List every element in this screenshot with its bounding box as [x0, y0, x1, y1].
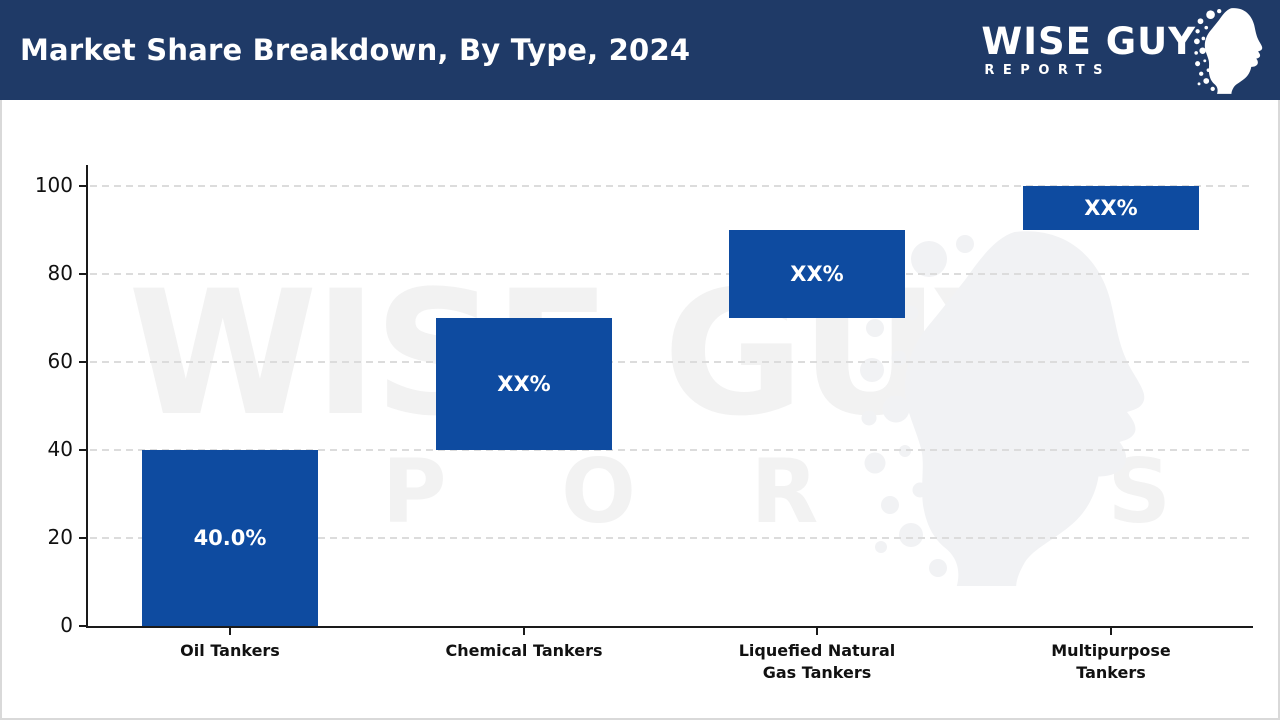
gridline — [90, 273, 1253, 275]
bar-segment: XX% — [1023, 186, 1199, 230]
bar-value-label: XX% — [497, 372, 551, 396]
bar-segment: 40.0% — [142, 450, 318, 626]
y-tick-label: 80 — [47, 261, 73, 285]
y-tick-mark — [79, 273, 88, 275]
x-tick-mark — [229, 627, 231, 635]
x-tick-mark — [523, 627, 525, 635]
category-label: Multipurpose Tankers — [1051, 641, 1171, 682]
gridline — [90, 361, 1253, 363]
y-tick-mark — [79, 361, 88, 363]
category-label: Liquefied Natural Gas Tankers — [738, 641, 896, 682]
bar-value-label: 40.0% — [193, 526, 267, 550]
bar-segment: XX% — [436, 318, 612, 450]
category-label: Oil Tankers — [180, 641, 280, 660]
logo-face-icon — [1194, 6, 1266, 94]
y-tick-label: 0 — [60, 613, 73, 637]
x-tick-mark — [1110, 627, 1112, 635]
y-tick-label: 100 — [34, 173, 73, 197]
logo-wordmark-line2: REPORTS — [984, 63, 1112, 78]
y-tick-mark — [79, 185, 88, 187]
logo-wordmark: WISE GUY REPORTS — [981, 23, 1196, 77]
gridline — [90, 537, 1253, 539]
y-tick-label: 60 — [47, 349, 73, 373]
header-bar: Market Share Breakdown, By Type, 2024 WI… — [0, 0, 1280, 100]
y-axis-line — [86, 165, 88, 628]
watermark-face-icon — [860, 226, 1160, 586]
x-axis-line — [86, 626, 1253, 628]
wiseguy-logo: WISE GUY REPORTS — [981, 6, 1266, 94]
bar-value-label: XX% — [1084, 196, 1138, 220]
gridline — [90, 185, 1253, 187]
y-tick-label: 20 — [47, 525, 73, 549]
page-title: Market Share Breakdown, By Type, 2024 — [20, 33, 691, 67]
y-tick-mark — [79, 449, 88, 451]
bar-segment: XX% — [729, 230, 905, 318]
y-tick-mark — [79, 537, 88, 539]
gridline — [90, 449, 1253, 451]
y-tick-label: 40 — [47, 437, 73, 461]
logo-wordmark-line1: WISE GUY — [981, 20, 1196, 63]
category-label: Chemical Tankers — [445, 641, 603, 660]
y-tick-mark — [79, 625, 88, 627]
bar-value-label: XX% — [790, 262, 844, 286]
x-tick-mark — [816, 627, 818, 635]
